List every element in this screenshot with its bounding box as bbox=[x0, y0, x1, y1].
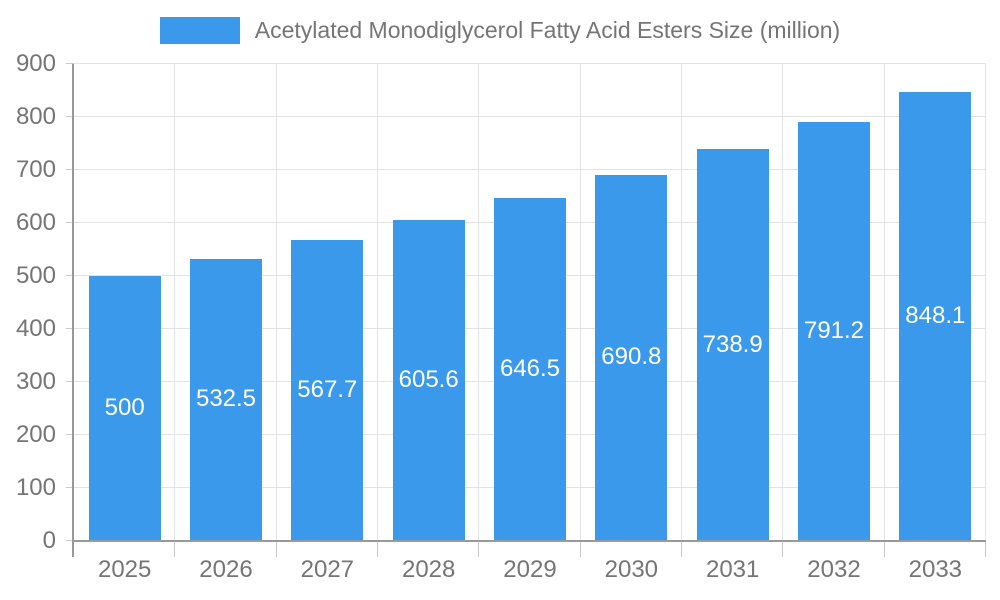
x-tick-mark-9 bbox=[985, 541, 986, 557]
y-axis-tick-label-0: 0 bbox=[42, 527, 56, 554]
bar-value-label-2030: 690.8 bbox=[601, 343, 662, 371]
gridline-v-1 bbox=[174, 64, 176, 541]
bar-2026[interactable] bbox=[190, 258, 262, 540]
x-axis-tick-label-2029: 2029 bbox=[503, 556, 557, 583]
bar-value-label-2032: 791.2 bbox=[803, 316, 865, 344]
x-tick-mark-1 bbox=[174, 541, 176, 557]
x-axis-tick-label-2030: 2030 bbox=[604, 556, 659, 583]
bar-value-label-2028: 605.6 bbox=[398, 366, 459, 394]
x-tick-mark-4 bbox=[478, 541, 480, 557]
gridline-v-4 bbox=[478, 64, 480, 541]
y-tick-mark-400 bbox=[66, 328, 74, 329]
y-tick-mark-0 bbox=[66, 540, 74, 541]
gridline-v-5 bbox=[579, 64, 581, 541]
x-tick-mark-2 bbox=[275, 541, 277, 557]
x-tick-mark-5 bbox=[579, 541, 581, 557]
x-tick-mark-8 bbox=[883, 541, 885, 557]
gridline-v-6 bbox=[681, 64, 682, 541]
gridline-v-3 bbox=[377, 64, 378, 541]
x-axis-tick-label-2026: 2026 bbox=[199, 556, 253, 583]
gridline-h-700 bbox=[74, 169, 986, 170]
y-tick-mark-200 bbox=[66, 434, 74, 435]
y-axis-line bbox=[72, 64, 74, 557]
legend-label: Acetylated Monodiglycerol Fatty Acid Est… bbox=[254, 17, 841, 43]
gridline-h-800 bbox=[74, 116, 986, 117]
gridline-v-8 bbox=[883, 64, 885, 541]
bar-value-label-2025: 500 bbox=[104, 394, 145, 421]
legend-swatch bbox=[159, 17, 240, 44]
bar-value-label-2031: 738.9 bbox=[702, 330, 763, 358]
y-tick-mark-500 bbox=[66, 275, 74, 276]
y-axis-tick-label-200: 200 bbox=[15, 421, 56, 448]
gridline-v-7 bbox=[782, 64, 784, 541]
x-axis-tick-label-2032: 2032 bbox=[807, 556, 861, 583]
gridline-v-2 bbox=[275, 64, 277, 541]
bar-2029[interactable] bbox=[494, 198, 566, 540]
gridline-h-900 bbox=[74, 63, 986, 64]
y-tick-mark-600 bbox=[66, 222, 74, 223]
legend: Acetylated Monodiglycerol Fatty Acid Est… bbox=[0, 17, 1000, 44]
gridline-v-9 bbox=[985, 64, 986, 541]
y-axis-tick-label-500: 500 bbox=[15, 262, 56, 289]
bar-2033[interactable] bbox=[899, 91, 972, 540]
y-axis-tick-label-300: 300 bbox=[15, 368, 56, 395]
bar-value-label-2033: 848.1 bbox=[905, 301, 966, 329]
x-axis-tick-label-2025: 2025 bbox=[97, 556, 152, 583]
bar-2025[interactable] bbox=[88, 276, 161, 540]
y-tick-mark-300 bbox=[66, 381, 74, 382]
x-axis-tick-label-2027: 2027 bbox=[300, 556, 355, 583]
bar-value-label-2026: 532.5 bbox=[195, 385, 257, 413]
y-axis-tick-label-400: 400 bbox=[15, 315, 56, 342]
y-axis-tick-label-100: 100 bbox=[15, 474, 56, 501]
x-axis-tick-label-2031: 2031 bbox=[705, 556, 760, 583]
y-axis-tick-label-600: 600 bbox=[15, 209, 56, 236]
bar-value-label-2029: 646.5 bbox=[499, 355, 561, 383]
bar-2032[interactable] bbox=[798, 121, 870, 540]
bar-2030[interactable] bbox=[595, 174, 668, 540]
y-tick-mark-100 bbox=[66, 487, 74, 488]
x-tick-mark-6 bbox=[681, 541, 682, 557]
bar-2028[interactable] bbox=[392, 220, 465, 540]
x-tick-mark-3 bbox=[377, 541, 378, 557]
x-axis-line bbox=[72, 540, 986, 542]
y-axis-tick-label-700: 700 bbox=[15, 156, 56, 183]
legend-item[interactable]: Acetylated Monodiglycerol Fatty Acid Est… bbox=[159, 17, 841, 44]
y-tick-mark-900 bbox=[66, 63, 74, 64]
x-axis-tick-label-2033: 2033 bbox=[908, 556, 963, 583]
bar-2027[interactable] bbox=[291, 240, 364, 540]
x-tick-mark-7 bbox=[782, 541, 784, 557]
bar-2031[interactable] bbox=[696, 149, 769, 540]
bar-value-label-2027: 567.7 bbox=[297, 376, 358, 404]
y-tick-mark-700 bbox=[66, 169, 74, 170]
y-axis-tick-label-800: 800 bbox=[15, 103, 56, 130]
y-axis-tick-label-900: 900 bbox=[15, 50, 56, 77]
x-axis-tick-label-2028: 2028 bbox=[401, 556, 456, 583]
y-tick-mark-800 bbox=[66, 116, 74, 117]
